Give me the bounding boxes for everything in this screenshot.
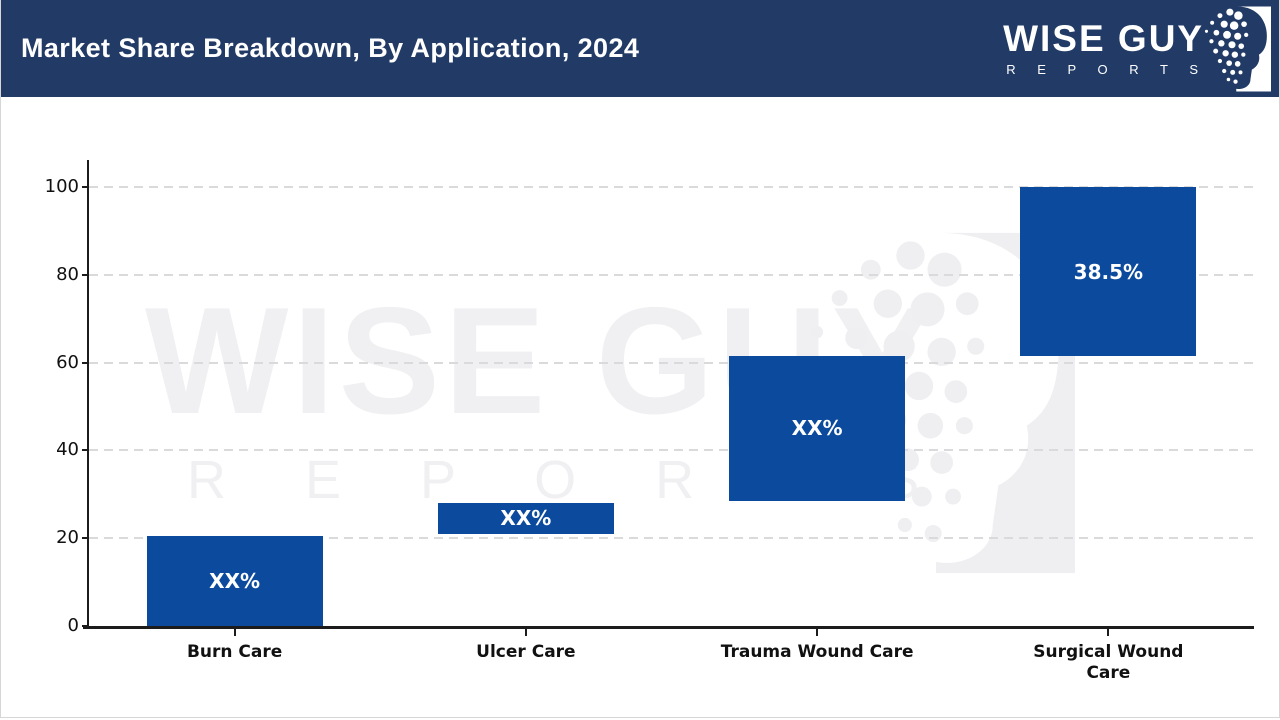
gridline-y80 xyxy=(89,273,1254,276)
bar-ulcer-care[interactable]: XX% xyxy=(437,503,614,534)
y-axis-tick xyxy=(82,537,89,540)
bar-value-label: XX% xyxy=(209,568,261,593)
y-axis-tick-label: 100 xyxy=(44,176,79,197)
wiseguy-logo-text: WISE GUY R E P O R T S xyxy=(1000,20,1207,77)
bar-burn-care[interactable]: XX% xyxy=(146,536,323,626)
y-axis-tick-label: 20 xyxy=(56,527,79,549)
x-axis-tick xyxy=(1107,628,1110,636)
x-axis-category-label: Ulcer Care xyxy=(476,642,576,662)
x-axis-tick xyxy=(524,628,527,636)
bar-value-label: XX% xyxy=(791,416,843,441)
y-axis-tick xyxy=(82,361,89,364)
y-axis-tick-label: 80 xyxy=(56,263,79,285)
x-axis-category-label: Surgical Wound Care xyxy=(1033,642,1184,683)
x-axis-line xyxy=(83,626,1254,629)
x-axis-tick xyxy=(816,628,819,636)
chart-canvas: WISE GUY R E P O R T S 0 20 40 60 80 100 XX% Bu… xyxy=(1,97,1279,717)
page-title: Market Share Breakdown, By Application, … xyxy=(21,33,640,63)
bar-trauma-wound-care[interactable]: XX% xyxy=(729,356,906,501)
gridline-y20 xyxy=(89,537,1254,540)
y-axis-tick-label: 60 xyxy=(56,351,79,373)
y-axis-tick xyxy=(82,449,89,452)
wiseguy-head-icon xyxy=(1193,6,1271,92)
x-axis-category-label: Trauma Wound Care xyxy=(720,642,914,662)
bar-surgical-wound-care[interactable]: 38.5% xyxy=(1020,187,1197,356)
y-axis-tick-label: 0 xyxy=(67,615,79,636)
y-axis-tick-label: 40 xyxy=(56,439,79,461)
header-bar: Market Share Breakdown, By Application, … xyxy=(1,0,1279,97)
gridline-y40 xyxy=(89,449,1254,452)
x-axis-category-label: Burn Care xyxy=(186,642,283,662)
y-axis-tick xyxy=(82,273,89,276)
y-axis-line xyxy=(87,160,89,628)
bar-value-label: 38.5% xyxy=(1073,259,1144,284)
gridline-y100 xyxy=(89,186,1254,188)
wiseguy-logo: WISE GUY R E P O R T S xyxy=(1000,6,1279,92)
bar-value-label: XX% xyxy=(500,506,552,531)
logo-brand-name: WISE GUY xyxy=(1003,18,1205,59)
gridline-y60 xyxy=(89,361,1254,364)
x-axis-tick xyxy=(233,628,236,636)
y-axis-tick xyxy=(82,186,89,188)
logo-brand-subtitle: R E P O R T S xyxy=(1006,62,1207,77)
